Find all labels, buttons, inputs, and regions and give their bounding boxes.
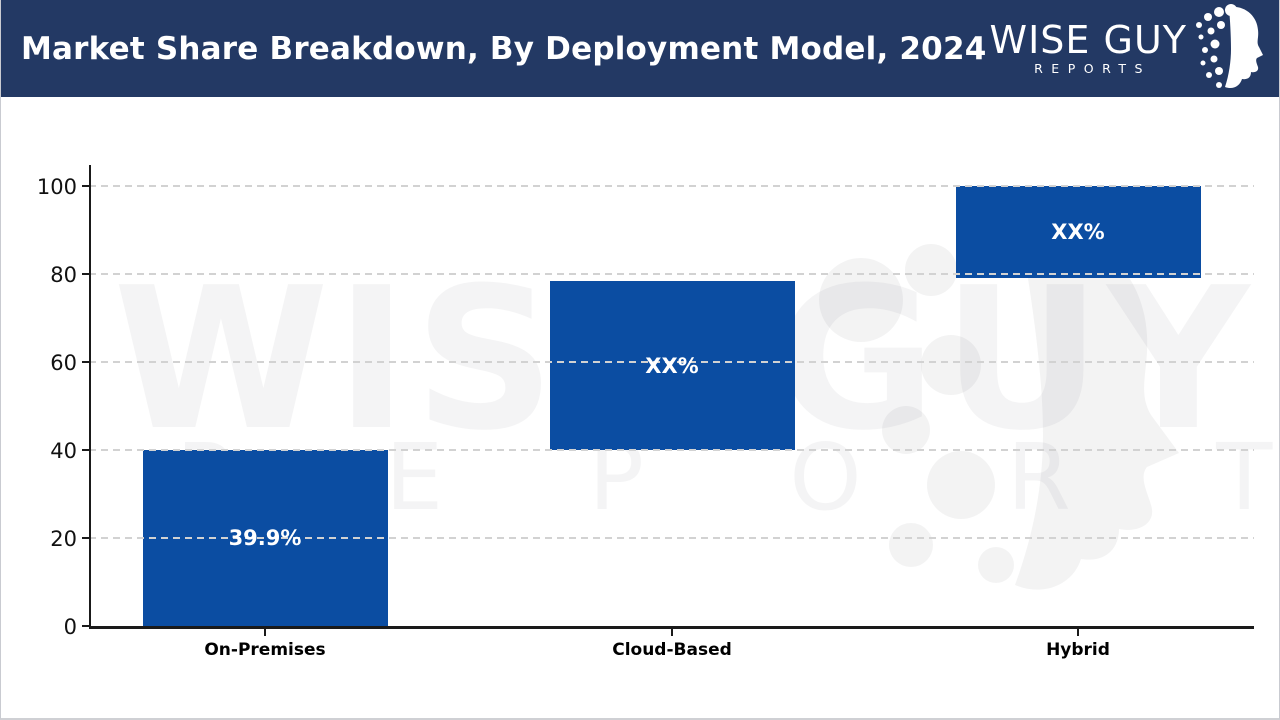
- x-category-label-hybrid: Hybrid: [1046, 640, 1110, 660]
- wise-guy-reports-logo: WISE GUY REPORTS: [990, 3, 1263, 95]
- logo-head-icon: [1196, 3, 1263, 88]
- y-tick-label: 80: [50, 263, 77, 287]
- logo-reports-label: REPORTS: [1034, 61, 1151, 77]
- y-tick-mark: [82, 537, 89, 539]
- bar-cloud-based: [549, 281, 795, 451]
- y-tick-label: 100: [36, 175, 77, 199]
- x-category-label-on-premises: On-Premises: [204, 640, 326, 660]
- y-axis-line: [89, 165, 91, 629]
- gridline-100: [89, 185, 1254, 187]
- x-category-label-cloud-based: Cloud-Based: [612, 640, 732, 660]
- x-tick-mark: [264, 629, 266, 636]
- gridline-20: [89, 537, 1254, 539]
- gridline-40: [89, 449, 1254, 451]
- bar-value-label: XX%: [645, 353, 699, 378]
- logo-wiseguy-label: WISE GUY: [989, 18, 1187, 63]
- y-tick-mark: [82, 185, 89, 187]
- logo-text: WISE GUY REPORTS: [990, 21, 1187, 76]
- report-header: Market Share Breakdown, By Deployment Mo…: [1, 0, 1279, 97]
- bar-hybrid: [955, 186, 1201, 279]
- x-tick-mark: [1077, 629, 1079, 636]
- gridline-80: [89, 273, 1254, 275]
- bar-value-label: 39.9%: [228, 526, 302, 551]
- y-tick-mark: [82, 449, 89, 451]
- x-tick-mark: [671, 629, 673, 636]
- x-axis-line: [89, 626, 1254, 629]
- bar-value-label: XX%: [1051, 220, 1105, 245]
- y-tick-mark: [82, 273, 89, 275]
- y-tick-label: 0: [63, 615, 77, 639]
- y-tick-label: 40: [50, 439, 77, 463]
- chart-title: Market Share Breakdown, By Deployment Mo…: [21, 30, 987, 67]
- gridline-60: [89, 361, 1254, 363]
- y-tick-label: 60: [50, 351, 77, 375]
- y-tick-mark: [82, 625, 89, 627]
- y-tick-label: 20: [50, 527, 77, 551]
- y-tick-mark: [82, 361, 89, 363]
